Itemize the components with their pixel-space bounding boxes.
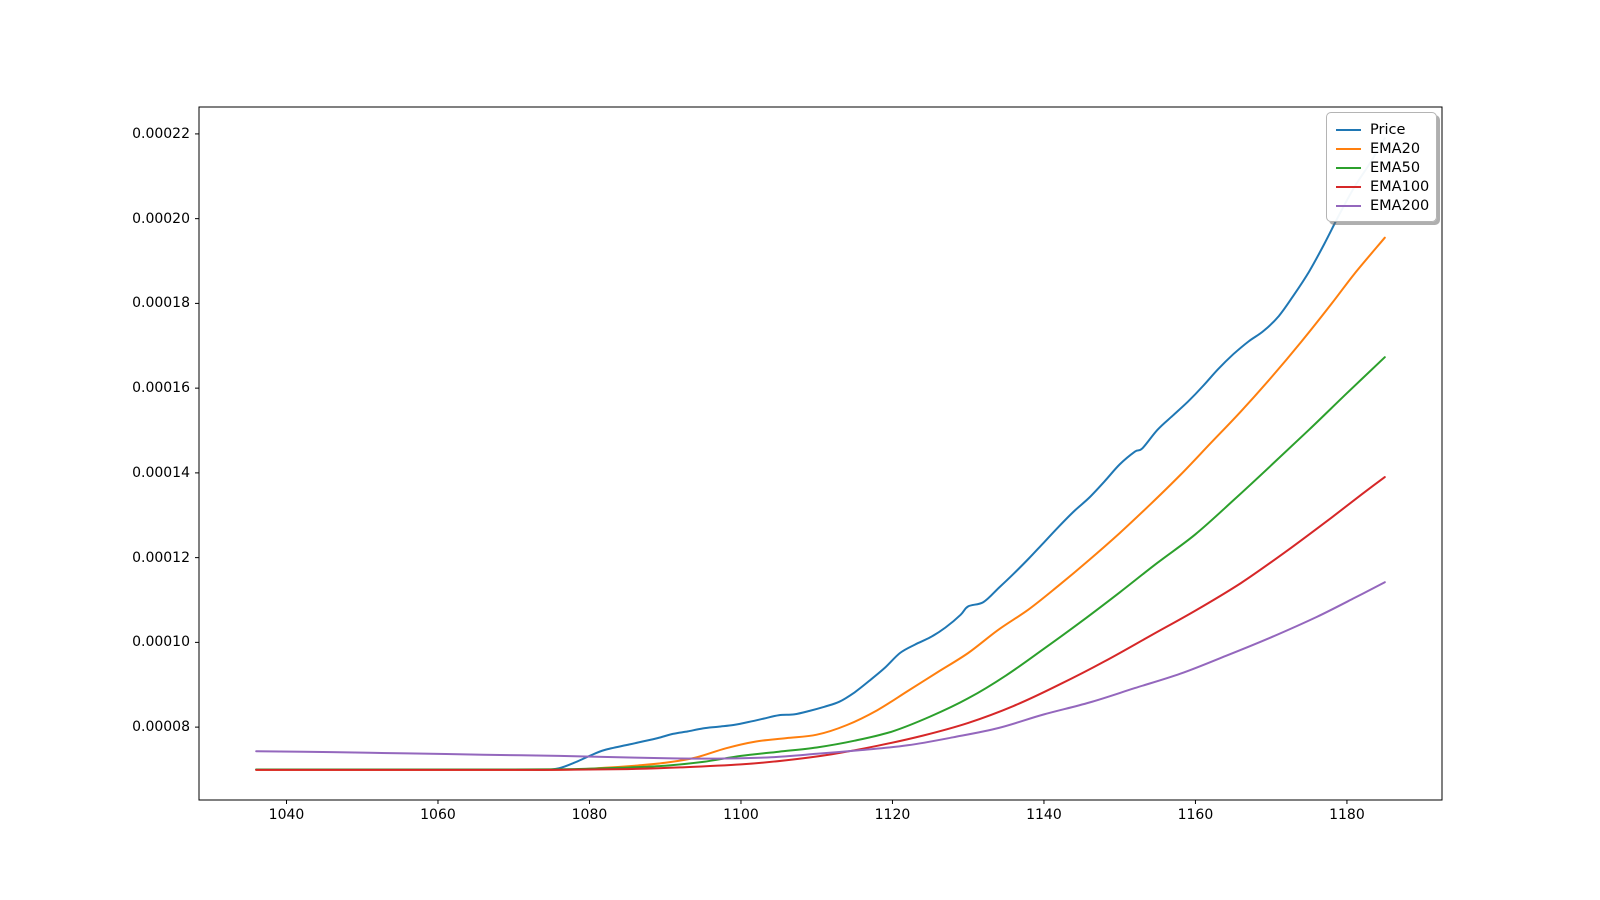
x-tick-label: 1060	[420, 807, 456, 823]
legend-item-ema100: EMA100	[1336, 177, 1430, 196]
legend-label-ema20: EMA20	[1370, 140, 1421, 157]
legend: Price EMA20 EMA50 EMA100 EMA200	[1326, 112, 1437, 222]
legend-line-swatch-ema100	[1336, 185, 1361, 188]
legend-label-ema200: EMA200	[1370, 197, 1430, 214]
x-tick-label: 1180	[1329, 807, 1365, 823]
series-line-ema100	[255, 476, 1386, 771]
y-tick-label: 0.00012	[132, 549, 190, 566]
legend-item-price: Price	[1336, 120, 1428, 139]
x-tick-label: 1080	[571, 807, 608, 823]
y-tick-label: 0.00020	[132, 210, 190, 227]
legend-label-ema100: EMA100	[1370, 178, 1430, 195]
legend-item-ema20: EMA20	[1336, 139, 1428, 158]
legend-line-swatch-ema200	[1336, 204, 1361, 207]
series-line-ema200	[255, 581, 1386, 760]
y-tick-label: 0.00010	[132, 634, 190, 651]
legend-item-ema50: EMA50	[1336, 158, 1428, 177]
legend-label-ema50: EMA50	[1370, 159, 1421, 176]
y-tick-label: 0.00014	[132, 464, 190, 481]
x-tick-label: 1140	[1026, 807, 1062, 823]
legend-label-price: Price	[1370, 121, 1406, 138]
series-line-ema20	[255, 236, 1386, 771]
legend-line-swatch-ema20	[1336, 147, 1361, 150]
legend-item-ema200: EMA200	[1336, 196, 1430, 215]
x-tick-label: 1160	[1177, 807, 1214, 823]
y-tick-label: 0.00022	[132, 125, 190, 142]
x-tick-label: 1040	[268, 807, 305, 823]
x-tick-label: 1100	[723, 807, 759, 823]
series-line-price	[255, 137, 1386, 771]
y-tick-label: 0.00008	[132, 719, 190, 736]
y-tick-label: 0.00016	[132, 380, 190, 397]
x-tick-label: 1120	[874, 807, 911, 823]
y-tick-label: 0.00018	[132, 295, 190, 312]
legend-line-swatch-price	[1336, 128, 1361, 131]
legend-line-swatch-ema50	[1336, 166, 1361, 169]
axes-frame	[198, 106, 1443, 801]
